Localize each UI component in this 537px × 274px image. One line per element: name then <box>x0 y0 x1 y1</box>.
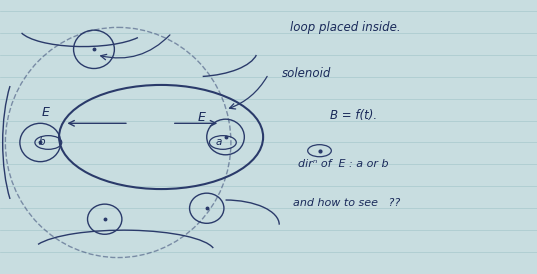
Text: B = f(t).: B = f(t). <box>330 109 378 122</box>
Text: dirⁿ of  E : a or b: dirⁿ of E : a or b <box>298 159 389 169</box>
Text: E: E <box>42 106 49 119</box>
Text: solenoid: solenoid <box>282 67 331 81</box>
Text: a: a <box>215 138 222 147</box>
Text: b: b <box>39 138 46 147</box>
Text: E: E <box>198 111 205 124</box>
Text: and how to see   ??: and how to see ?? <box>293 198 400 208</box>
Text: loop placed inside.: loop placed inside. <box>290 21 401 34</box>
